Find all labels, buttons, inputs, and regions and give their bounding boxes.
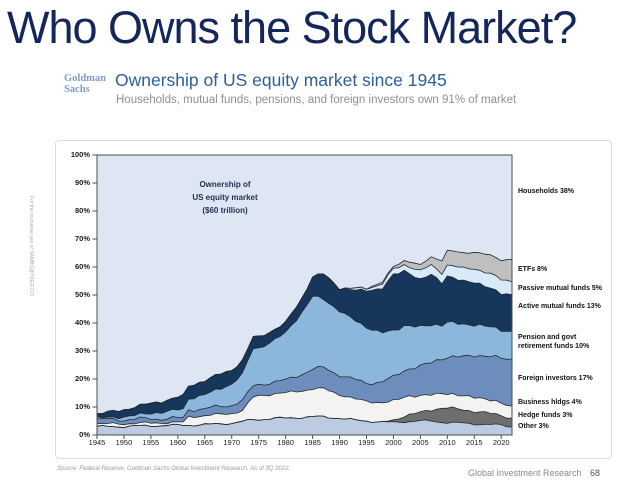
- area-active-mutual-funds: [97, 270, 512, 419]
- x-axis-label: 1990: [331, 438, 348, 447]
- area-foreign-investors: [97, 355, 512, 425]
- annotation-line-3: ($60 trillion): [202, 205, 248, 215]
- legend-label-passive-mutual-funds: Passive mutual funds 5%: [518, 285, 603, 292]
- y-axis-label: 50%: [74, 290, 90, 299]
- y-axis-label: 90%: [74, 178, 90, 187]
- ownership-chart-svg: [92, 154, 513, 439]
- x-axis-label: 1945: [88, 438, 106, 447]
- report-heading: Ownership of US equity market since 1945: [115, 70, 447, 90]
- legend-label-households: Households 38%: [518, 188, 575, 195]
- x-axis-label: 2000: [385, 438, 402, 447]
- footer-department: Global Investment Research: [468, 468, 582, 478]
- legend-label-business-hldgs: Business hldgs 4%: [518, 399, 582, 406]
- area-business-hldgs: [97, 387, 512, 428]
- y-axis-label: 10%: [74, 402, 90, 411]
- legend-label-foreign-investors: Foreign investors 17%: [518, 375, 593, 382]
- report-subheading: Households, mutual funds, pensions, and …: [116, 94, 517, 106]
- area-hedge-funds: [97, 406, 512, 428]
- chart-annotation: Ownership of US equity market ($60 trill…: [158, 179, 292, 217]
- area-passive-mutual-funds: [97, 264, 512, 414]
- y-axis-label: 100%: [70, 150, 90, 159]
- y-axis-label: 80%: [74, 206, 90, 215]
- x-axis-label: 1970: [223, 438, 241, 447]
- x-axis-label: 2015: [465, 438, 483, 447]
- logo-line-1: Goldman: [64, 73, 107, 84]
- logo-line-2: Sachs: [64, 83, 90, 95]
- footer-source: Source: Federal Reserve, Goldman Sachs G…: [57, 466, 291, 472]
- x-axis-label: 1955: [142, 438, 160, 447]
- legend-label-etfs: ETFs 8%: [518, 266, 548, 273]
- x-axis-label: 2010: [438, 438, 456, 447]
- y-axis-label: 30%: [74, 346, 90, 355]
- y-axis-label: 40%: [74, 318, 90, 327]
- watermark-text: For the exclusive use of SAMBO@YKER.CO: [28, 196, 34, 296]
- x-axis-label: 1995: [358, 438, 375, 447]
- x-axis-label: 1985: [304, 438, 321, 447]
- x-axis-label: 1950: [115, 438, 133, 447]
- x-axis-label: 1980: [277, 438, 294, 447]
- area-other: [97, 416, 512, 435]
- annotation-line-1: Ownership of: [199, 180, 251, 189]
- legend-label-other: Other 3%: [518, 423, 549, 430]
- footer-page-number: 68: [590, 468, 601, 478]
- slide-title: Who Owns the Stock Market?: [7, 2, 577, 53]
- x-axis-label: 1960: [169, 438, 187, 447]
- goldman-sachs-logo: Goldman Sachs: [64, 73, 107, 95]
- y-axis-label: 0%: [79, 430, 90, 439]
- annotation-line-2: US equity market: [192, 192, 258, 202]
- area-etfs: [97, 250, 512, 414]
- y-axis-label: 70%: [74, 234, 90, 243]
- y-axis-label: 60%: [74, 262, 90, 271]
- area-pension-and-govt-retirement-funds: [97, 296, 512, 422]
- legend-label-pension-and-govt-retirement-funds: Pension and govt retirement funds 10%: [518, 334, 590, 350]
- x-axis-label: 1975: [250, 438, 268, 447]
- x-axis-label: 2020: [492, 438, 510, 447]
- y-axis-label: 20%: [74, 374, 90, 383]
- x-axis-label: 1965: [196, 438, 214, 447]
- x-axis-label: 2005: [412, 438, 429, 447]
- legend-label-hedge-funds: Hedge funds 3%: [518, 412, 573, 419]
- legend-label-active-mutual-funds: Active mutual funds 13%: [518, 303, 601, 310]
